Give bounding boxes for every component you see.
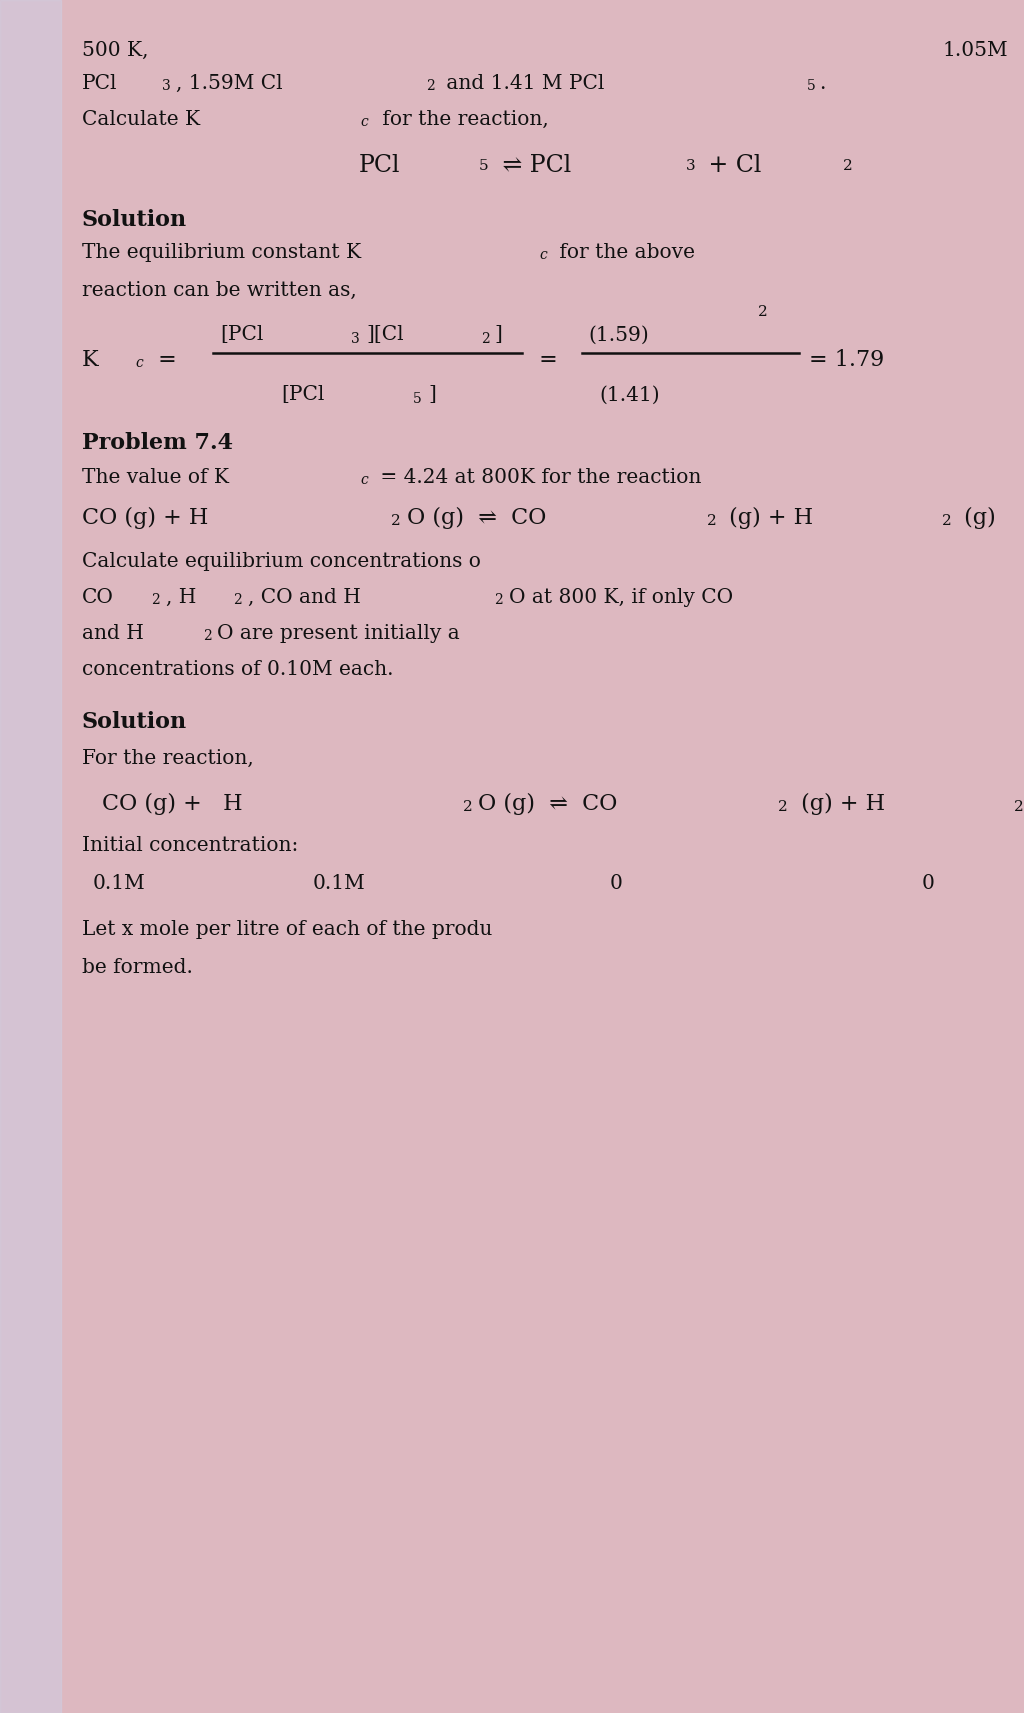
Text: for the above: for the above — [553, 243, 695, 262]
Text: for the reaction,: for the reaction, — [376, 110, 549, 128]
Text: 2: 2 — [494, 593, 503, 606]
Text: O (g)  ⇌  CO: O (g) ⇌ CO — [407, 507, 546, 529]
Text: and H: and H — [82, 624, 143, 642]
Text: concentrations of 0.10M each.: concentrations of 0.10M each. — [82, 660, 393, 678]
Text: Initial concentration:: Initial concentration: — [82, 836, 298, 855]
Text: O at 800 K, if only CO: O at 800 K, if only CO — [509, 588, 733, 606]
Text: (g): (g) — [957, 507, 996, 529]
Text: 2: 2 — [233, 593, 243, 606]
Text: Solution: Solution — [82, 711, 187, 733]
Text: 3: 3 — [686, 159, 695, 173]
Text: [PCl: [PCl — [282, 385, 325, 404]
Text: The equilibrium constant K: The equilibrium constant K — [82, 243, 361, 262]
Text: ]: ] — [495, 325, 503, 344]
Text: be formed.: be formed. — [82, 958, 193, 976]
Text: .: . — [819, 74, 825, 93]
Text: CO (g) +   H: CO (g) + H — [102, 793, 243, 815]
Text: and 1.41 M PCl: and 1.41 M PCl — [440, 74, 605, 93]
Text: 2: 2 — [152, 593, 161, 606]
Text: ][Cl: ][Cl — [367, 325, 404, 344]
Text: Problem 7.4: Problem 7.4 — [82, 432, 232, 454]
Text: 5: 5 — [413, 392, 422, 406]
Text: 2: 2 — [778, 800, 788, 814]
Text: + Cl: + Cl — [701, 154, 762, 176]
Text: c: c — [360, 115, 369, 128]
Text: (1.41): (1.41) — [599, 385, 659, 404]
Text: 2: 2 — [426, 79, 435, 93]
Bar — [0, 0, 61, 1713]
Text: 0.1M: 0.1M — [92, 874, 145, 892]
Text: = 4.24 at 800K for the reaction: = 4.24 at 800K for the reaction — [374, 468, 701, 486]
Text: 3: 3 — [162, 79, 171, 93]
Text: 2: 2 — [758, 305, 768, 319]
Text: , H: , H — [166, 588, 197, 606]
Text: [PCl: [PCl — [220, 325, 263, 344]
Text: =: = — [532, 349, 558, 372]
Text: 2: 2 — [463, 800, 473, 814]
Text: The value of K: The value of K — [82, 468, 229, 486]
Text: Calculate K: Calculate K — [82, 110, 200, 128]
Text: 2: 2 — [203, 629, 212, 642]
Text: (1.59): (1.59) — [589, 325, 649, 344]
Text: Let x mole per litre of each of the produ: Let x mole per litre of each of the prod… — [82, 920, 493, 939]
Text: 500 K,: 500 K, — [82, 41, 148, 60]
Text: 0: 0 — [609, 874, 623, 892]
Text: Calculate equilibrium concentrations o: Calculate equilibrium concentrations o — [82, 552, 481, 570]
Text: PCl: PCl — [358, 154, 400, 176]
Text: c: c — [360, 473, 369, 486]
Text: 2: 2 — [481, 332, 490, 346]
Text: 2: 2 — [843, 159, 853, 173]
Text: 0: 0 — [922, 874, 935, 892]
Text: 2: 2 — [942, 514, 952, 528]
Text: , CO and H: , CO and H — [248, 588, 360, 606]
Text: (g) + H: (g) + H — [794, 793, 885, 815]
Text: Solution: Solution — [82, 209, 187, 231]
Text: 3: 3 — [351, 332, 360, 346]
Text: PCl: PCl — [82, 74, 118, 93]
Text: K: K — [82, 349, 98, 372]
Text: CO: CO — [82, 588, 114, 606]
Text: For the reaction,: For the reaction, — [82, 749, 254, 767]
Text: =: = — [151, 349, 176, 372]
Text: c: c — [540, 248, 548, 262]
Text: 2: 2 — [707, 514, 717, 528]
Text: c: c — [135, 356, 143, 370]
Text: CO (g) + H: CO (g) + H — [82, 507, 208, 529]
Text: 2: 2 — [1014, 800, 1024, 814]
Text: reaction can be written as,: reaction can be written as, — [82, 281, 356, 300]
Text: 1.05M: 1.05M — [942, 41, 1008, 60]
Text: (g) + H: (g) + H — [722, 507, 813, 529]
Text: O (g)  ⇌  CO: O (g) ⇌ CO — [478, 793, 617, 815]
Text: ]: ] — [428, 385, 436, 404]
Text: 0.1M: 0.1M — [312, 874, 366, 892]
Text: 5: 5 — [479, 159, 488, 173]
Text: 5: 5 — [807, 79, 816, 93]
Text: , 1.59M Cl: , 1.59M Cl — [176, 74, 283, 93]
Text: O are present initially a: O are present initially a — [217, 624, 460, 642]
Text: = 1.79: = 1.79 — [809, 349, 884, 372]
Text: 2: 2 — [391, 514, 401, 528]
Text: ⇌ PCl: ⇌ PCl — [495, 154, 570, 176]
